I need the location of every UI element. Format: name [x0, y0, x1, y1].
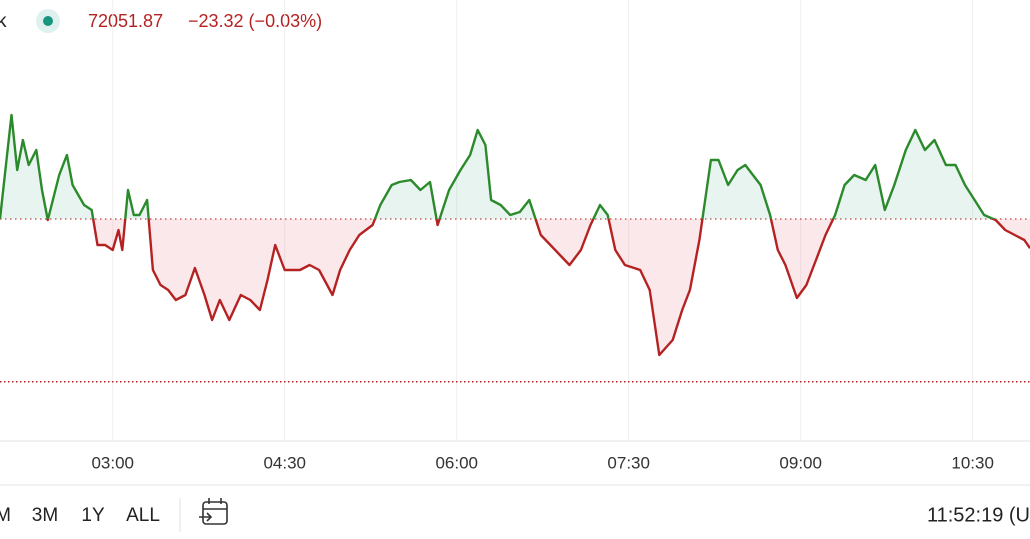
range-button[interactable]: 1Y: [81, 505, 105, 526]
symbol-name: k: [0, 11, 7, 32]
range-button[interactable]: 3M: [32, 505, 58, 526]
x-tick-label: 10:30: [951, 453, 994, 472]
calendar-icon[interactable]: [199, 498, 228, 525]
x-tick-label: 04:30: [263, 453, 306, 472]
status-dot: [43, 16, 53, 26]
x-tick-label: 09:00: [779, 453, 822, 472]
price-change: −23.32 (−0.03%): [188, 11, 322, 31]
x-tick-label: 06:00: [435, 453, 478, 472]
x-tick-label: 03:00: [91, 453, 134, 472]
price: 72051.87: [88, 11, 163, 31]
range-button[interactable]: ALL: [126, 505, 160, 526]
price-line: [0, 113, 1030, 357]
area: [0, 115, 1030, 355]
clock: 11:52:19 (U: [927, 504, 1030, 526]
range-button[interactable]: M: [0, 505, 11, 526]
x-tick-label: 07:30: [607, 453, 650, 472]
